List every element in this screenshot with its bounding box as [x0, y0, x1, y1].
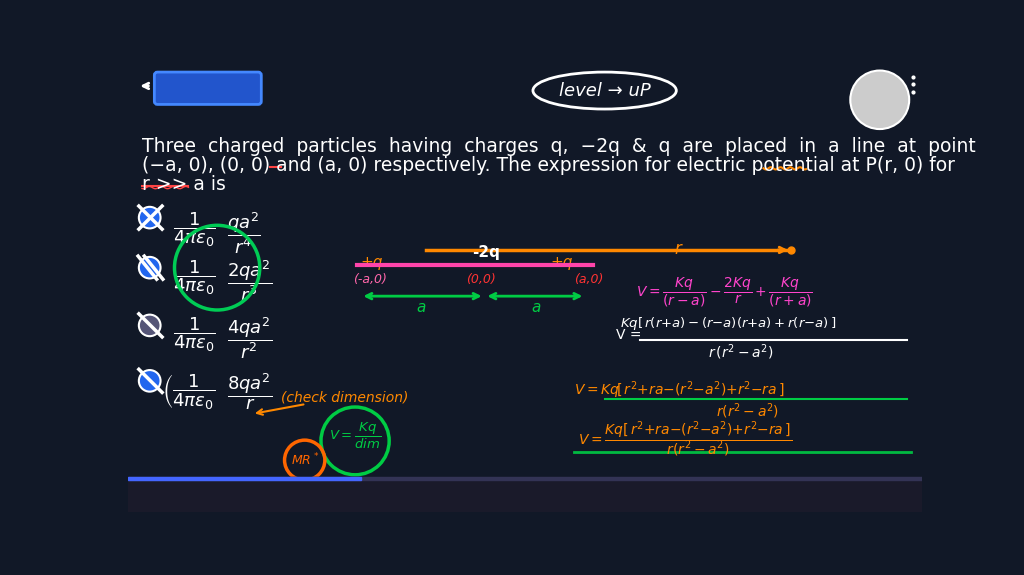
Text: $V=\dfrac{Kq\left[\,r^2{+}ra{-}(r^2{-}a^2){+}r^2{-}ra\,\right]}{r(r^2-a^2)}$: $V=\dfrac{Kq\left[\,r^2{+}ra{-}(r^2{-}a^… — [578, 419, 792, 459]
Text: $MR^*$: $MR^*$ — [291, 452, 318, 469]
Text: $\dfrac{2qa^2}{r^3}$: $\dfrac{2qa^2}{r^3}$ — [227, 258, 272, 304]
Text: 9.5: 9.5 — [886, 79, 901, 89]
Text: level → uP: level → uP — [559, 82, 650, 99]
Text: ⟳: ⟳ — [198, 492, 210, 505]
Text: $\dfrac{4qa^2}{r^2}$: $\dfrac{4qa^2}{r^2}$ — [227, 316, 272, 361]
Text: PW: PW — [857, 91, 895, 112]
Text: $V=\dfrac{Kq}{dim}$: $V=\dfrac{Kq}{dim}$ — [329, 420, 381, 451]
Text: $r\,(r^2-a^2)$: $r\,(r^2-a^2)$ — [708, 342, 773, 362]
Text: 1.25x: 1.25x — [152, 487, 178, 497]
Text: ▶: ▶ — [146, 492, 157, 505]
Circle shape — [850, 71, 909, 129]
Text: $\dfrac{qa^2}{r^4}$: $\dfrac{qa^2}{r^4}$ — [227, 210, 261, 256]
Text: 3: 3 — [144, 318, 155, 333]
Text: -2q: -2q — [472, 244, 500, 259]
Text: 🔊: 🔊 — [227, 494, 234, 504]
Circle shape — [139, 315, 161, 336]
Text: (-a,0): (-a,0) — [352, 273, 387, 286]
Text: $\dfrac{1}{4\pi\varepsilon_0}$: $\dfrac{1}{4\pi\varepsilon_0}$ — [173, 210, 215, 248]
Bar — [128, 477, 922, 512]
Text: (check dimension): (check dimension) — [282, 391, 409, 405]
Text: 4: 4 — [144, 373, 155, 388]
Text: $r(r^2-a^2)$: $r(r^2-a^2)$ — [717, 402, 779, 421]
Text: 53:06: 53:06 — [133, 487, 162, 497]
Text: (0,0): (0,0) — [466, 273, 496, 286]
Text: 1:43:48: 1:43:48 — [879, 487, 915, 497]
Text: a: a — [417, 300, 426, 315]
Text: Three  charged  particles  having  charges  q,  −2q  &  q  are  placed  in  a  l: Three charged particles having charges q… — [142, 137, 976, 156]
Bar — [128, 477, 922, 480]
Text: a: a — [531, 300, 541, 315]
Bar — [128, 477, 360, 480]
Text: $\dfrac{1}{4\pi\varepsilon_0}$: $\dfrac{1}{4\pi\varepsilon_0}$ — [173, 316, 215, 354]
Text: (a,0): (a,0) — [573, 273, 603, 286]
Circle shape — [139, 370, 161, 392]
Text: $\left(\dfrac{1}{4\pi\varepsilon_0}\right.$: $\left(\dfrac{1}{4\pi\varepsilon_0}\righ… — [162, 371, 215, 411]
Text: 1: 1 — [144, 210, 155, 225]
Circle shape — [139, 257, 161, 278]
Text: r: r — [675, 240, 681, 258]
Text: ⟲: ⟲ — [171, 492, 182, 505]
Text: $\dfrac{8qa^2}{r}$: $\dfrac{8qa^2}{r}$ — [227, 371, 272, 412]
Text: QUESTION: QUESTION — [156, 81, 260, 99]
Text: +q: +q — [550, 255, 572, 270]
Text: $V=\dfrac{Kq}{(r-a)}-\dfrac{2Kq}{r}+\dfrac{Kq}{(r+a)}$: $V=\dfrac{Kq}{(r-a)}-\dfrac{2Kq}{r}+\dfr… — [636, 275, 813, 309]
Text: +q: +q — [360, 255, 383, 270]
Text: $Kq[\,r(r{+}a)-(r{-}a)(r{+}a)+r(r{-}a)\,]$: $Kq[\,r(r{+}a)-(r{-}a)(r{+}a)+r(r{-}a)\,… — [621, 316, 837, 332]
Circle shape — [139, 207, 161, 228]
Text: $V=Kq\!\left[\,r^2{+}ra{-}(r^2{-}a^2){+}r^2{-}ra\,\right]$: $V=Kq\!\left[\,r^2{+}ra{-}(r^2{-}a^2){+}… — [573, 380, 784, 401]
Text: (−a, 0), (0, 0) and (a, 0) respectively. The expression for electric potential a: (−a, 0), (0, 0) and (a, 0) respectively.… — [142, 156, 955, 175]
Text: $\dfrac{1}{4\pi\varepsilon_0}$: $\dfrac{1}{4\pi\varepsilon_0}$ — [173, 258, 215, 297]
Text: 2: 2 — [144, 260, 155, 275]
FancyBboxPatch shape — [155, 72, 261, 105]
Text: V =: V = — [616, 328, 642, 342]
Text: r >> a is: r >> a is — [142, 175, 226, 194]
